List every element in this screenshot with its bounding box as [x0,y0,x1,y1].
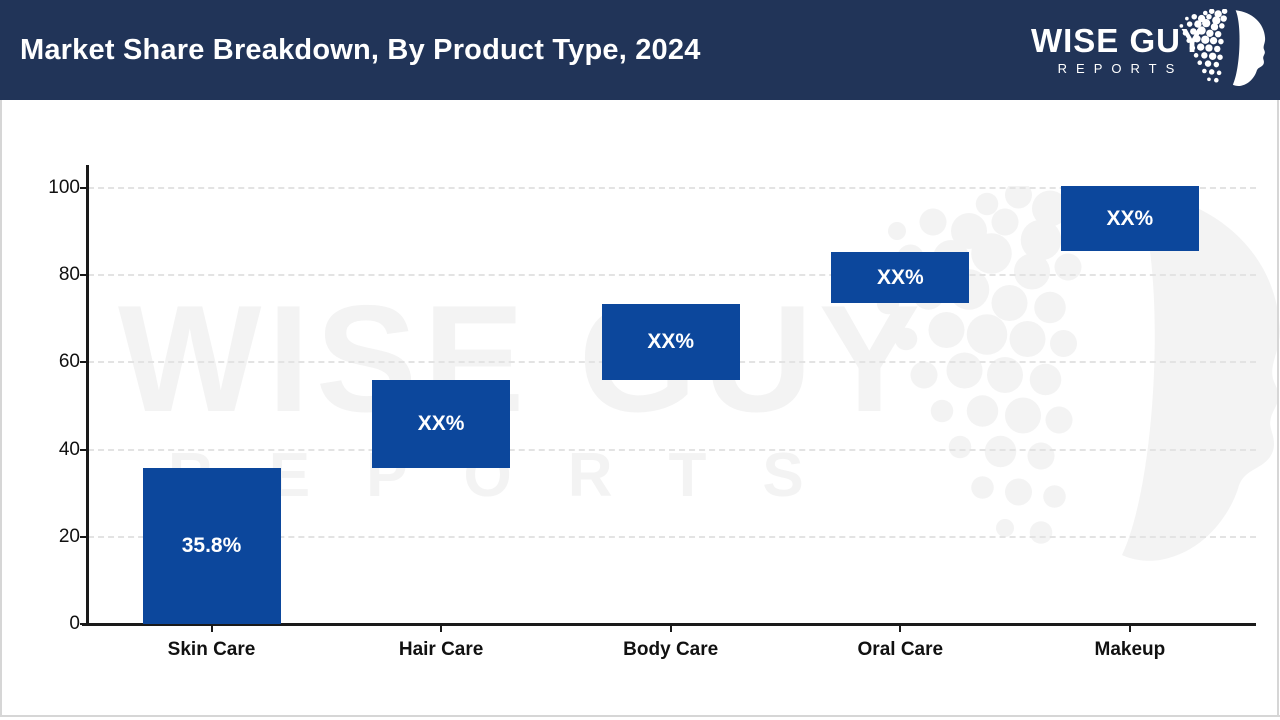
bar: XX% [1060,185,1199,252]
x-axis-tick [899,625,902,632]
watermark-wordmark: WISE GUY [118,274,927,444]
bar: XX% [601,303,740,380]
gridline [88,535,1256,538]
face-profile-dots-icon [1179,9,1266,86]
y-axis [86,165,89,626]
category-label: Oral Care [857,639,944,660]
y-axis-tick [80,448,88,451]
x-axis-tick [1128,625,1131,632]
bar-value-label: XX% [1106,206,1154,230]
y-tick-label: 20 [58,525,80,547]
y-axis-tick [80,361,88,364]
x-axis-tick [440,625,443,632]
y-tick-label: 60 [58,351,80,373]
bar-value-label: XX% [876,266,924,290]
page-title: Market Share Breakdown, By Product Type,… [20,33,701,66]
gridline [88,274,1256,277]
x-axis-tick [210,625,213,632]
frame-border-bottom [0,715,1280,717]
bar-value-label: XX% [647,329,695,353]
bar: 35.8% [142,467,281,624]
category-label: Skin Care [167,639,256,660]
gridline [88,448,1256,451]
y-tick-label: 40 [58,438,80,460]
y-tick-label: 100 [48,177,80,198]
header: Market Share Breakdown, By Product Type,… [0,0,1280,100]
bar-value-label: 35.8% [181,533,242,557]
category-label: Makeup [1094,639,1166,660]
y-axis-tick [80,274,88,277]
y-tick-label: 0 [69,613,80,634]
gridline [88,187,1256,189]
frame-border-right [1277,100,1279,717]
y-axis-tick [80,187,88,189]
bar: XX% [372,379,511,468]
logo-subtitle: REPORTS [1057,61,1184,76]
bar-value-label: XX% [417,411,465,435]
logo-wordmark: WISE GUY [1030,22,1204,59]
category-label: Hair Care [398,639,484,660]
category-label: Body Care [623,639,719,660]
frame-border-left [0,100,2,717]
x-axis-tick [669,625,672,632]
brand-logo: WISE GUY REPORTS [1030,9,1280,87]
logo-text: WISE GUY REPORTS [1030,22,1204,77]
x-axis [82,623,1256,626]
bar: XX% [831,252,970,304]
y-tick-label: 80 [58,264,80,286]
y-axis-tick [80,535,88,538]
